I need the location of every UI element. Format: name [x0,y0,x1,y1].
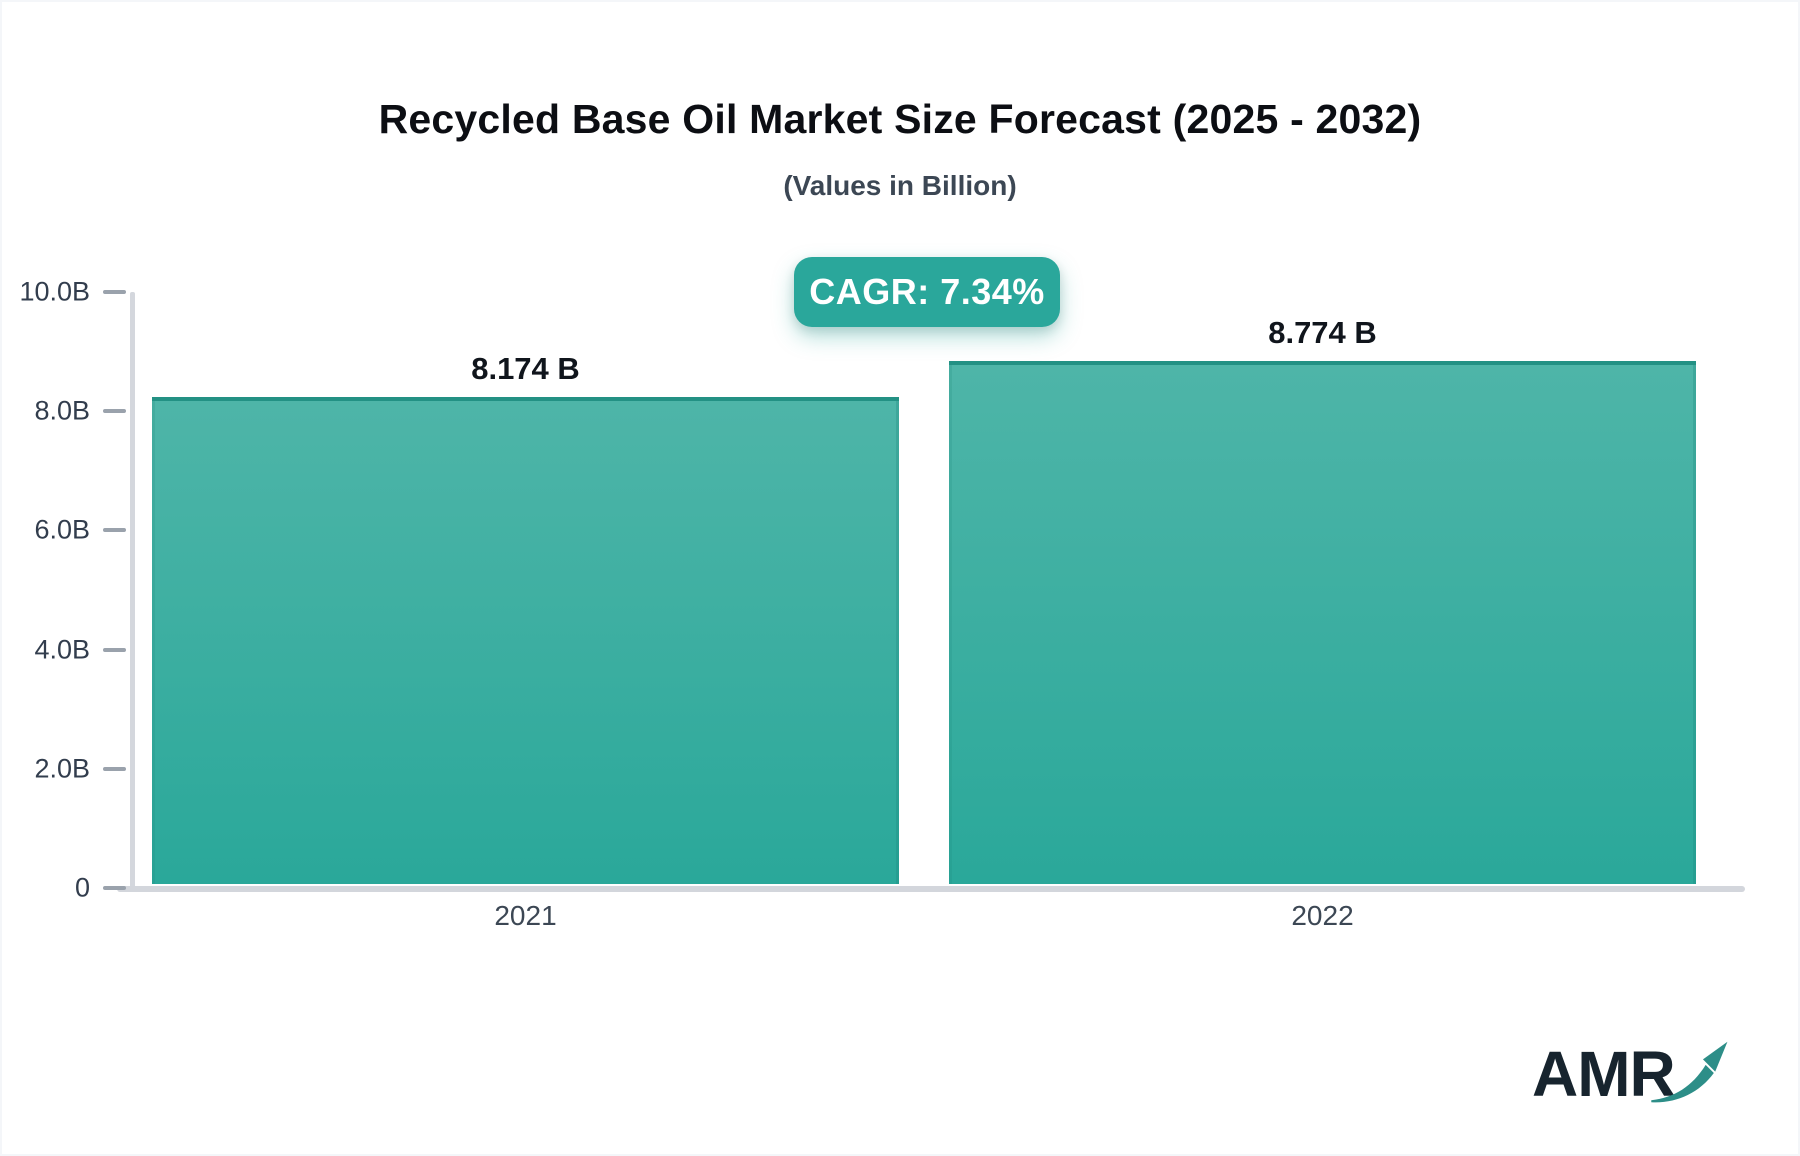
y-tick-dash [103,886,126,890]
bar-value-label: 8.174 B [471,350,580,386]
y-tick-label: 10.0B [19,276,90,307]
y-tick-dash [103,528,126,533]
amr-logo-text: AMR [1532,1038,1676,1110]
y-tick-label: 0 [74,872,90,903]
x-category-label: 2021 [494,900,557,931]
cagr-badge-label: CAGR: 7.34% [809,271,1045,312]
bar-2021[interactable] [152,396,899,884]
chart-title: Recycled Base Oil Market Size Forecast (… [378,96,1422,142]
amr-logo: AMR [1532,1037,1762,1142]
y-tick-dash [103,409,126,414]
y-tick-label: 4.0B [34,634,90,665]
x-axis-line [117,886,1745,892]
bar-2022[interactable] [949,361,1696,884]
y-tick-label: 8.0B [34,395,90,426]
growth-arrow-icon [1651,1041,1728,1103]
y-tick-label: 6.0B [34,514,90,545]
y-axis-line [130,292,135,890]
y-tick-dash [103,290,126,294]
chart-subtitle: (Values in Billion) [783,170,1017,201]
cagr-badge: CAGR: 7.34% [794,257,1060,327]
y-tick-label: 2.0B [34,753,90,784]
y-tick-dash [103,766,126,771]
y-tick-dash [103,647,126,652]
bar-value-label: 8.774 B [1268,315,1377,351]
x-category-label: 2022 [1291,900,1354,931]
